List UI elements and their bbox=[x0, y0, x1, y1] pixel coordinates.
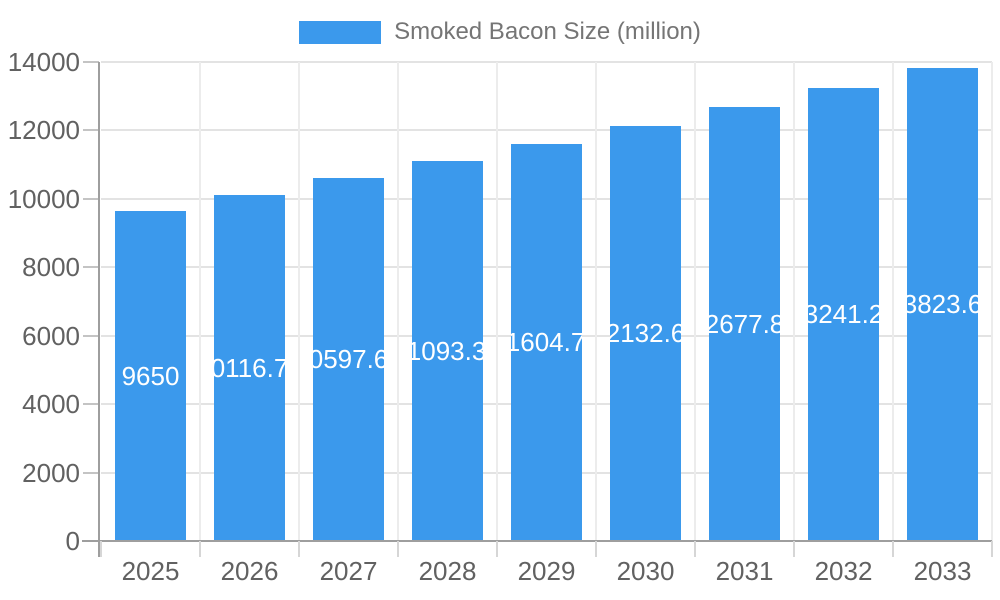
legend-swatch bbox=[299, 20, 382, 44]
gridline-horizontal bbox=[101, 61, 992, 63]
x-tick-mark bbox=[694, 541, 696, 557]
y-tick-label-14000: 14000 bbox=[7, 47, 80, 77]
x-tick-label-2031: 2031 bbox=[715, 556, 774, 586]
legend-label: Smoked Bacon Size (million) bbox=[394, 18, 701, 45]
x-tick-label-2032: 2032 bbox=[814, 556, 873, 586]
x-tick-mark bbox=[793, 541, 795, 557]
bar-value-label: 11604.72 bbox=[511, 327, 582, 357]
y-tick-mark bbox=[83, 335, 99, 337]
bar-value-label: 10597.69 bbox=[313, 344, 384, 374]
y-tick-label-0: 0 bbox=[65, 526, 80, 556]
x-tick-mark bbox=[892, 541, 894, 557]
y-tick-mark bbox=[83, 266, 99, 268]
gridline-vertical bbox=[892, 62, 894, 541]
gridline-horizontal bbox=[101, 129, 992, 131]
gridline-vertical bbox=[694, 62, 696, 541]
x-tick-mark bbox=[199, 541, 201, 557]
x-tick-label-2025: 2025 bbox=[121, 556, 180, 586]
x-tick-label-2028: 2028 bbox=[418, 556, 477, 586]
bar-2027[interactable]: 10597.69 bbox=[313, 178, 384, 541]
bar-2029[interactable]: 11604.72 bbox=[511, 144, 582, 541]
x-tick-label-2029: 2029 bbox=[517, 556, 576, 586]
x-tick-label-2033: 2033 bbox=[913, 556, 972, 586]
y-tick-label-10000: 10000 bbox=[7, 184, 80, 214]
bar-value-label: 13241.26 bbox=[808, 299, 879, 329]
y-tick-label-2000: 2000 bbox=[22, 458, 80, 488]
x-tick-label-2027: 2027 bbox=[319, 556, 378, 586]
y-tick-mark bbox=[83, 403, 99, 405]
plot-area: 9650 10116.75 10597.69 11093.34 11604.72 1213… bbox=[101, 61, 993, 541]
bar-value-label: 10116.75 bbox=[214, 352, 285, 383]
gridline-vertical bbox=[397, 62, 399, 541]
x-tick-mark bbox=[100, 541, 102, 557]
x-tick-mark bbox=[496, 541, 498, 557]
gridline-vertical bbox=[991, 62, 993, 541]
x-tick-mark bbox=[595, 541, 597, 557]
gridline-vertical bbox=[298, 62, 300, 541]
y-tick-label-8000: 8000 bbox=[22, 252, 80, 282]
bar-2033[interactable]: 13823.64 bbox=[907, 68, 978, 541]
bar-2026[interactable]: 10116.75 bbox=[214, 195, 285, 541]
y-tick-label-4000: 4000 bbox=[22, 389, 80, 419]
gridline-vertical bbox=[595, 62, 597, 541]
x-tick-label-2026: 2026 bbox=[220, 556, 279, 586]
bar-value-label: 12132.68 bbox=[610, 318, 681, 348]
gridline-vertical bbox=[199, 62, 201, 541]
legend[interactable]: Smoked Bacon Size (million) bbox=[0, 18, 1000, 46]
x-tick-mark bbox=[298, 541, 300, 557]
bar-2025[interactable]: 9650 bbox=[115, 211, 186, 541]
x-tick-label-2030: 2030 bbox=[616, 556, 675, 586]
y-tick-mark bbox=[83, 198, 99, 200]
bar-value-label: 13823.64 bbox=[907, 289, 978, 319]
x-tick-mark bbox=[397, 541, 399, 557]
x-axis-line bbox=[82, 540, 992, 542]
y-axis-line bbox=[98, 62, 100, 557]
bar-2028[interactable]: 11093.34 bbox=[412, 161, 483, 541]
y-tick-label-6000: 6000 bbox=[22, 321, 80, 351]
bar-value-label: 11093.34 bbox=[412, 335, 483, 366]
bar-2031[interactable]: 12677.81 bbox=[709, 107, 780, 541]
y-tick-mark bbox=[83, 472, 99, 474]
gridline-vertical bbox=[793, 62, 795, 541]
y-tick-label-12000: 12000 bbox=[7, 115, 80, 145]
x-tick-mark bbox=[991, 541, 993, 557]
bar-2030[interactable]: 12132.68 bbox=[610, 126, 681, 541]
y-tick-mark bbox=[83, 61, 99, 63]
y-tick-mark bbox=[83, 129, 99, 131]
bar-value-label: 12677.81 bbox=[709, 308, 780, 339]
bar-value-label: 9650 bbox=[121, 360, 180, 391]
gridline-vertical bbox=[496, 62, 498, 541]
bar-2032[interactable]: 13241.26 bbox=[808, 88, 879, 541]
